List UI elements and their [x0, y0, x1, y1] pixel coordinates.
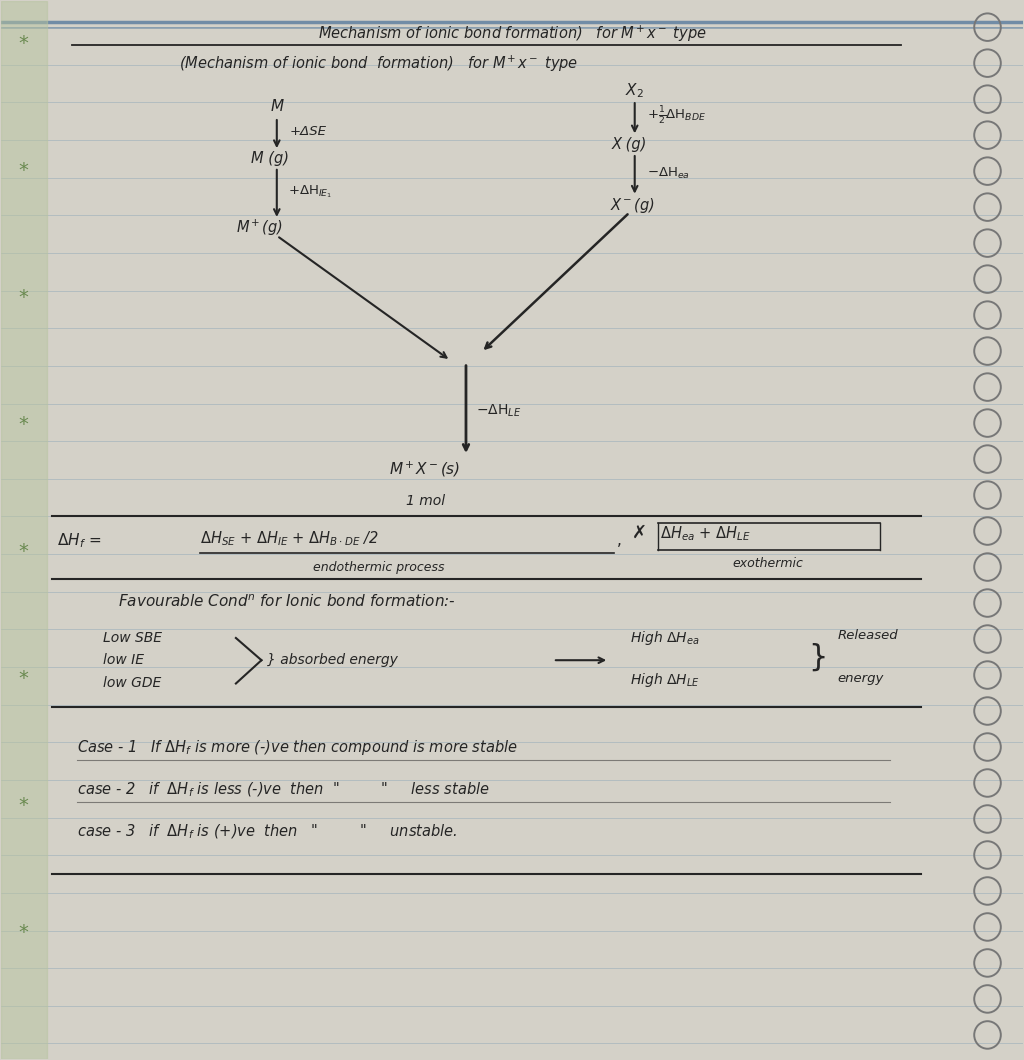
Text: $\Delta$H$_f$ =: $\Delta$H$_f$ =	[57, 531, 102, 550]
Text: $-\Delta$H$_{ea}$: $-\Delta$H$_{ea}$	[647, 165, 690, 181]
Text: *: *	[18, 542, 28, 561]
Text: High $\Delta$H$_{LE}$: High $\Delta$H$_{LE}$	[630, 671, 699, 689]
Text: Low SBE: Low SBE	[103, 631, 162, 644]
Text: ,: ,	[617, 533, 623, 548]
Text: $\Delta$H$_{SE}$ + $\Delta$H$_{IE}$ + $\Delta$H$_{B\cdot DE}$ /2: $\Delta$H$_{SE}$ + $\Delta$H$_{IE}$ + $\…	[200, 529, 379, 548]
Text: *: *	[18, 34, 28, 53]
Text: *: *	[18, 796, 28, 815]
Text: +$\frac{1}{2}$$\Delta$H$_{BDE}$: +$\frac{1}{2}$$\Delta$H$_{BDE}$	[647, 105, 707, 127]
Text: Favourable Cond$^n$ for Ionic bond formation:-: Favourable Cond$^n$ for Ionic bond forma…	[119, 594, 457, 611]
Text: *: *	[18, 669, 28, 688]
Text: +ΔSE: +ΔSE	[290, 125, 327, 139]
Text: High $\Delta$H$_{ea}$: High $\Delta$H$_{ea}$	[630, 629, 699, 647]
Text: low GDE: low GDE	[103, 676, 161, 690]
Text: +$\Delta$H$_{IE_1}$: +$\Delta$H$_{IE_1}$	[288, 183, 333, 199]
Text: } absorbed energy: } absorbed energy	[266, 653, 397, 667]
Text: exothermic: exothermic	[732, 558, 803, 570]
Text: X$_2$: X$_2$	[626, 82, 644, 100]
Text: $-\Delta$H$_{LE}$: $-\Delta$H$_{LE}$	[476, 402, 521, 419]
Text: }: }	[809, 642, 828, 672]
Text: energy: energy	[838, 672, 884, 685]
Text: Released: Released	[838, 630, 898, 642]
Text: case - 3   if  $\Delta$H$_f$ is (+)ve  then   "         "     unstable.: case - 3 if $\Delta$H$_f$ is (+)ve then …	[78, 823, 458, 841]
Text: *: *	[18, 160, 28, 179]
Text: *: *	[18, 923, 28, 941]
Text: endothermic process: endothermic process	[313, 561, 444, 573]
Text: Case - 1   If $\Delta$H$_f$ is more (-)ve then compound is more stable: Case - 1 If $\Delta$H$_f$ is more (-)ve …	[78, 738, 518, 757]
Text: M$^+$(g): M$^+$(g)	[236, 218, 283, 238]
Text: M: M	[270, 99, 284, 114]
Text: *: *	[18, 414, 28, 434]
Text: X$^-$(g): X$^-$(g)	[610, 195, 655, 214]
Text: Mechanism of ionic bond formation)   for M$^+$x$^-$ type: Mechanism of ionic bond formation) for M…	[317, 23, 707, 43]
Text: 1 mol: 1 mol	[406, 494, 444, 509]
Text: low IE: low IE	[103, 653, 144, 667]
Text: case - 2   if  $\Delta$H$_f$ is less (-)ve  then  "         "     less stable: case - 2 if $\Delta$H$_f$ is less (-)ve …	[78, 780, 490, 798]
Text: $\Delta$H$_{ea}$ + $\Delta$H$_{LE}$: $\Delta$H$_{ea}$ + $\Delta$H$_{LE}$	[660, 524, 752, 543]
Text: ✗: ✗	[632, 525, 647, 542]
Text: M (g): M (g)	[251, 151, 289, 166]
Text: *: *	[18, 287, 28, 306]
Text: (Mechanism of ionic bond  formation)   for M$^+$x$^-$ type: (Mechanism of ionic bond formation) for …	[179, 54, 579, 74]
Text: X (g): X (g)	[611, 137, 646, 153]
Text: M$^+$X$^-$(s): M$^+$X$^-$(s)	[389, 460, 461, 479]
Bar	[1, 1, 47, 1059]
